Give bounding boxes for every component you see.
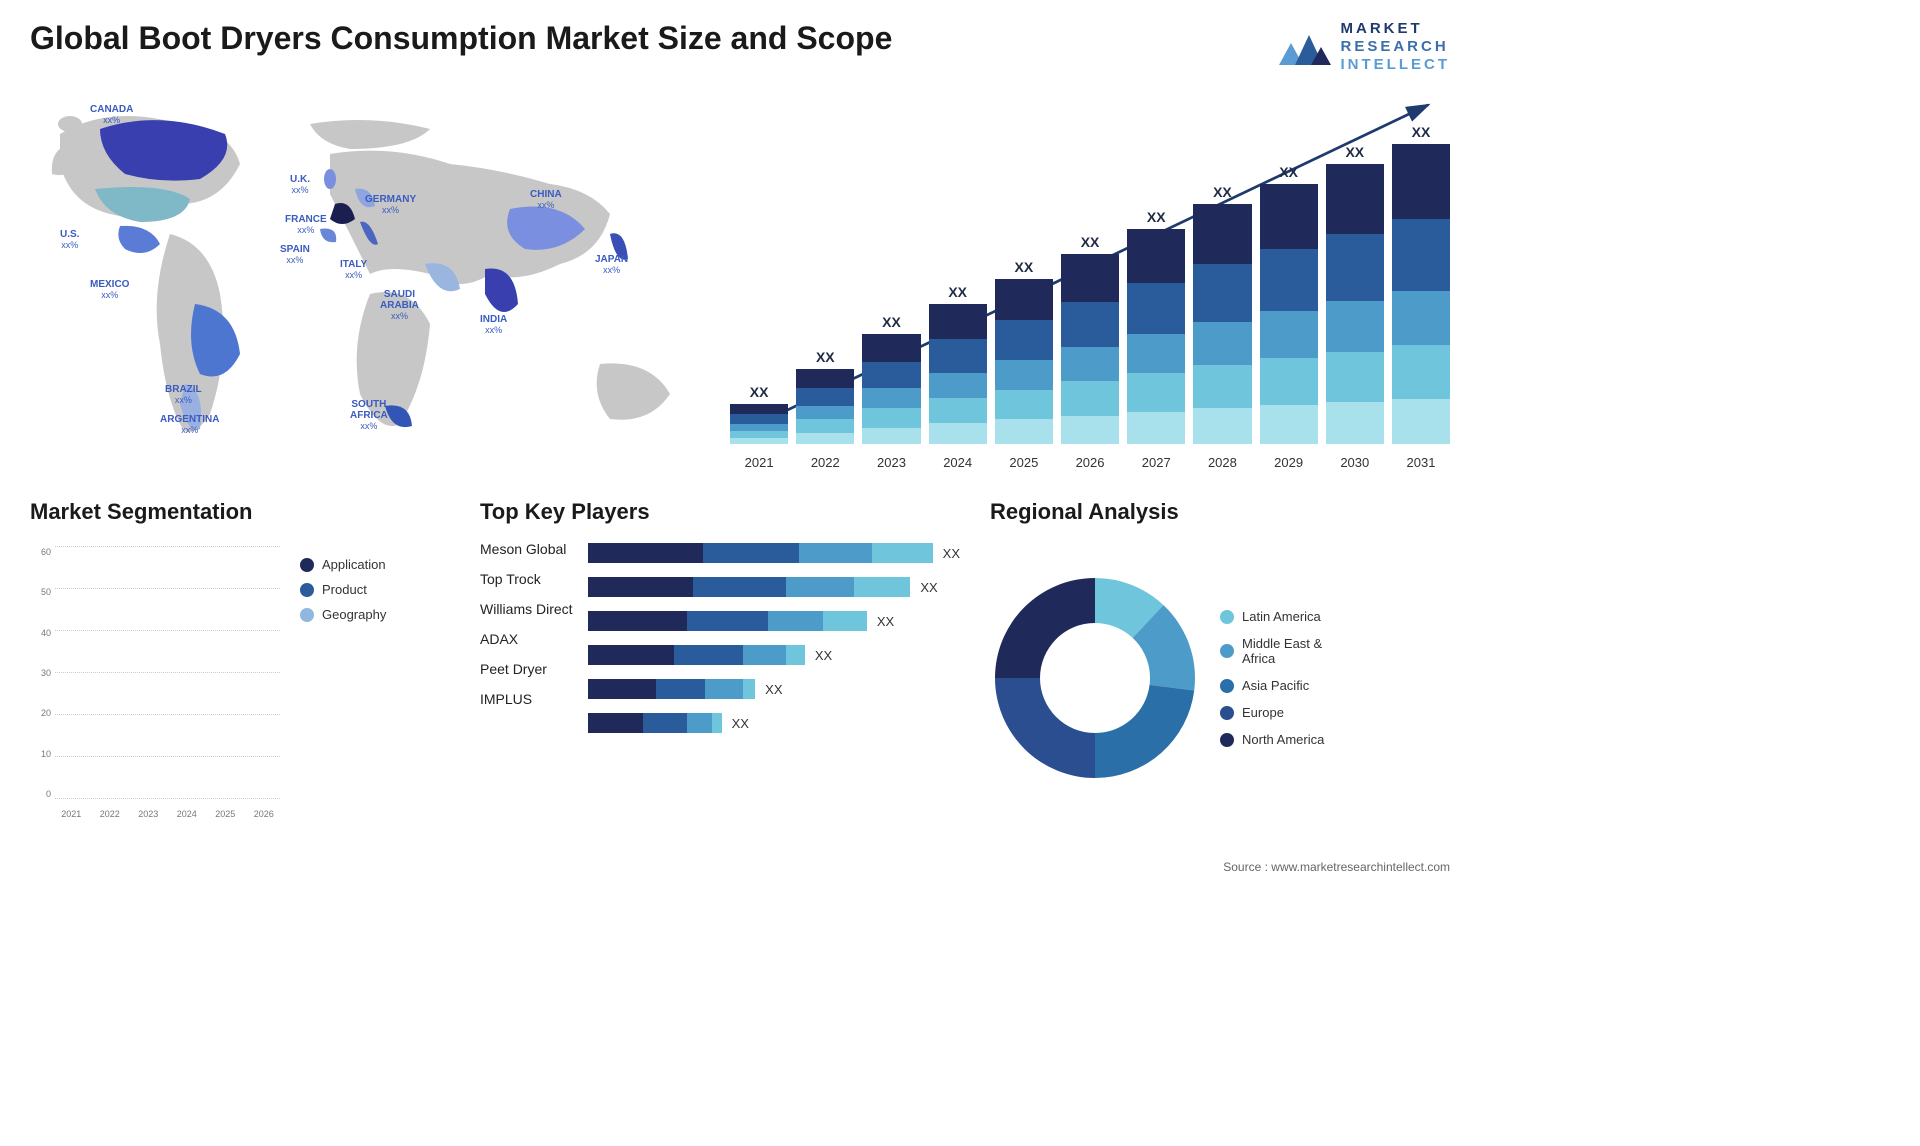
regional-legend: Latin America Middle East &Africa Asia Pac… <box>1220 609 1324 747</box>
source-attribution: Source : www.marketresearchintellect.com <box>1223 860 1450 874</box>
regional-donut <box>990 573 1200 783</box>
segmentation-legend: Application Product Geography <box>300 537 386 819</box>
legend-item: Application <box>300 557 386 572</box>
forecast-x-label: 2025 <box>995 455 1053 470</box>
logo-line-3: INTELLECT <box>1341 56 1451 74</box>
forecast-x-label: 2029 <box>1260 455 1318 470</box>
forecast-bar: XX <box>796 349 854 444</box>
forecast-bar-chart: XXXXXXXXXXXXXXXXXXXXXX 20212022202320242… <box>730 94 1450 474</box>
forecast-bar: XX <box>862 314 920 444</box>
legend-item: Asia Pacific <box>1220 678 1324 693</box>
map-label: U.S.xx% <box>60 229 79 251</box>
forecast-bar: XX <box>1127 209 1185 444</box>
forecast-bar: XX <box>1392 124 1450 444</box>
player-label: Top Trock <box>480 571 573 587</box>
map-label: SOUTHAFRICAxx% <box>350 399 388 432</box>
forecast-bar: XX <box>1260 164 1318 444</box>
map-label: FRANCExx% <box>285 214 327 236</box>
donut-slice <box>1095 685 1194 778</box>
forecast-x-label: 2023 <box>862 455 920 470</box>
map-label: MEXICOxx% <box>90 279 129 301</box>
player-bar: XX <box>588 679 960 699</box>
player-label: IMPLUS <box>480 691 573 707</box>
forecast-x-label: 2026 <box>1061 455 1119 470</box>
forecast-x-label: 2030 <box>1326 455 1384 470</box>
map-label: BRAZILxx% <box>165 384 202 406</box>
logo-line-1: MARKET <box>1341 20 1451 38</box>
player-label: Williams Direct <box>480 601 573 617</box>
player-bar: XX <box>588 577 960 597</box>
legend-item: North America <box>1220 732 1324 747</box>
map-label: CHINAxx% <box>530 189 562 211</box>
forecast-bar: XX <box>995 259 1053 444</box>
forecast-x-label: 2027 <box>1127 455 1185 470</box>
legend-item: Middle East &Africa <box>1220 636 1324 666</box>
map-label: ARGENTINAxx% <box>160 414 219 436</box>
forecast-bar: XX <box>1326 144 1384 444</box>
segmentation-title: Market Segmentation <box>30 499 450 525</box>
map-label: U.K.xx% <box>290 174 310 196</box>
forecast-x-label: 2031 <box>1392 455 1450 470</box>
players-title: Top Key Players <box>480 499 960 525</box>
player-label: Peet Dryer <box>480 661 573 677</box>
player-bar: XX <box>588 713 960 733</box>
map-label: JAPANxx% <box>595 254 628 276</box>
map-label: ITALYxx% <box>340 259 367 281</box>
forecast-bar: XX <box>1193 184 1251 444</box>
legend-item: Europe <box>1220 705 1324 720</box>
legend-item: Geography <box>300 607 386 622</box>
forecast-bar: XX <box>929 284 987 444</box>
forecast-x-label: 2028 <box>1193 455 1251 470</box>
forecast-x-label: 2024 <box>929 455 987 470</box>
player-label: ADAX <box>480 631 573 647</box>
player-bar: XX <box>588 645 960 665</box>
donut-slice <box>995 578 1095 678</box>
map-label: CANADAxx% <box>90 104 133 126</box>
logo-icon <box>1277 25 1331 69</box>
player-bar: XX <box>588 543 960 563</box>
regional-title: Regional Analysis <box>990 499 1450 525</box>
forecast-bar: XX <box>730 384 788 444</box>
brand-logo: MARKET RESEARCH INTELLECT <box>1277 20 1451 74</box>
forecast-x-label: 2022 <box>796 455 854 470</box>
segmentation-chart: 0102030405060 202120222023202420252026 <box>30 537 280 819</box>
logo-line-2: RESEARCH <box>1341 38 1451 56</box>
map-label: SPAINxx% <box>280 244 310 266</box>
forecast-bar: XX <box>1061 234 1119 444</box>
map-label: SAUDIARABIAxx% <box>380 289 419 322</box>
map-label: GERMANYxx% <box>365 194 416 216</box>
donut-slice <box>995 678 1095 778</box>
legend-item: Latin America <box>1220 609 1324 624</box>
player-label: Meson Global <box>480 541 573 557</box>
players-chart: Meson Global Top Trock Williams Direct ADAX… <box>480 537 960 819</box>
world-map: CANADAxx% U.S.xx% MEXICOxx% BRAZILxx% ARGENT… <box>30 94 710 474</box>
map-label: INDIAxx% <box>480 314 507 336</box>
player-bar: XX <box>588 611 960 631</box>
forecast-x-label: 2021 <box>730 455 788 470</box>
legend-item: Product <box>300 582 386 597</box>
page-title: Global Boot Dryers Consumption Market Si… <box>30 20 892 57</box>
